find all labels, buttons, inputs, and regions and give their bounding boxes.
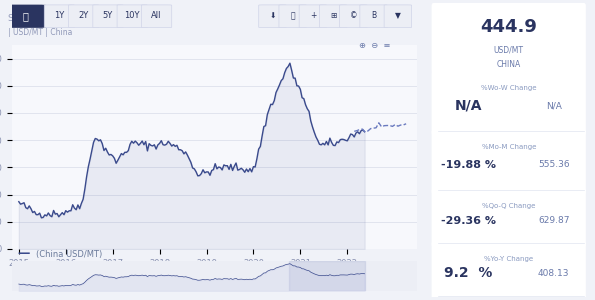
Text: %Mo-M Change: %Mo-M Change [481, 144, 536, 150]
FancyBboxPatch shape [4, 4, 46, 28]
Text: | USD/MT | China: | USD/MT | China [8, 28, 72, 37]
Text: +: + [310, 11, 316, 20]
Text: -29.36 %: -29.36 % [441, 216, 496, 226]
Text: 9.2  %: 9.2 % [444, 266, 493, 280]
Text: ⬇: ⬇ [270, 11, 275, 20]
FancyBboxPatch shape [431, 241, 586, 300]
Text: 555.36: 555.36 [538, 160, 569, 169]
Text: %Yo-Y Change: %Yo-Y Change [484, 256, 533, 262]
Text: (China USD/MT): (China USD/MT) [36, 250, 102, 259]
FancyBboxPatch shape [431, 188, 586, 247]
Text: USD/MT: USD/MT [494, 46, 524, 55]
Text: CHINA: CHINA [497, 60, 521, 69]
Text: All: All [151, 11, 162, 20]
Text: 444.9: 444.9 [480, 17, 537, 35]
FancyBboxPatch shape [340, 5, 367, 28]
Text: %Wo-W Change: %Wo-W Change [481, 85, 537, 91]
FancyBboxPatch shape [431, 129, 586, 194]
Text: %Qo-Q Change: %Qo-Q Change [482, 203, 536, 209]
FancyBboxPatch shape [93, 5, 123, 28]
Text: ⊞: ⊞ [330, 11, 336, 20]
Text: 🔒: 🔒 [23, 11, 28, 21]
Text: ©: © [350, 11, 357, 20]
Text: ⊕  ⊖  ≡: ⊕ ⊖ ≡ [359, 40, 391, 50]
FancyBboxPatch shape [44, 5, 74, 28]
FancyBboxPatch shape [320, 5, 347, 28]
FancyBboxPatch shape [279, 5, 306, 28]
Text: 10Y: 10Y [124, 11, 140, 20]
Text: 🔔: 🔔 [290, 11, 295, 20]
Text: 1Y: 1Y [54, 11, 64, 20]
FancyBboxPatch shape [299, 5, 327, 28]
FancyBboxPatch shape [431, 70, 586, 135]
FancyBboxPatch shape [360, 5, 387, 28]
Text: 408.13: 408.13 [538, 269, 569, 278]
Text: B: B [371, 11, 376, 20]
FancyBboxPatch shape [431, 3, 586, 74]
FancyBboxPatch shape [384, 5, 412, 28]
Bar [289, 261, 365, 291]
FancyBboxPatch shape [142, 5, 172, 28]
Text: Sod Sulfide: Sod Sulfide [8, 14, 59, 22]
Text: ▼: ▼ [395, 11, 401, 20]
Text: 2Y: 2Y [79, 11, 89, 20]
FancyBboxPatch shape [259, 5, 286, 28]
Text: N/A: N/A [546, 101, 562, 110]
Text: 629.87: 629.87 [538, 216, 569, 225]
Text: 5Y: 5Y [103, 11, 113, 20]
FancyBboxPatch shape [68, 5, 99, 28]
Text: N/A: N/A [455, 99, 483, 113]
FancyBboxPatch shape [117, 5, 148, 28]
Text: —: — [18, 247, 30, 260]
Text: -19.88 %: -19.88 % [441, 160, 496, 170]
